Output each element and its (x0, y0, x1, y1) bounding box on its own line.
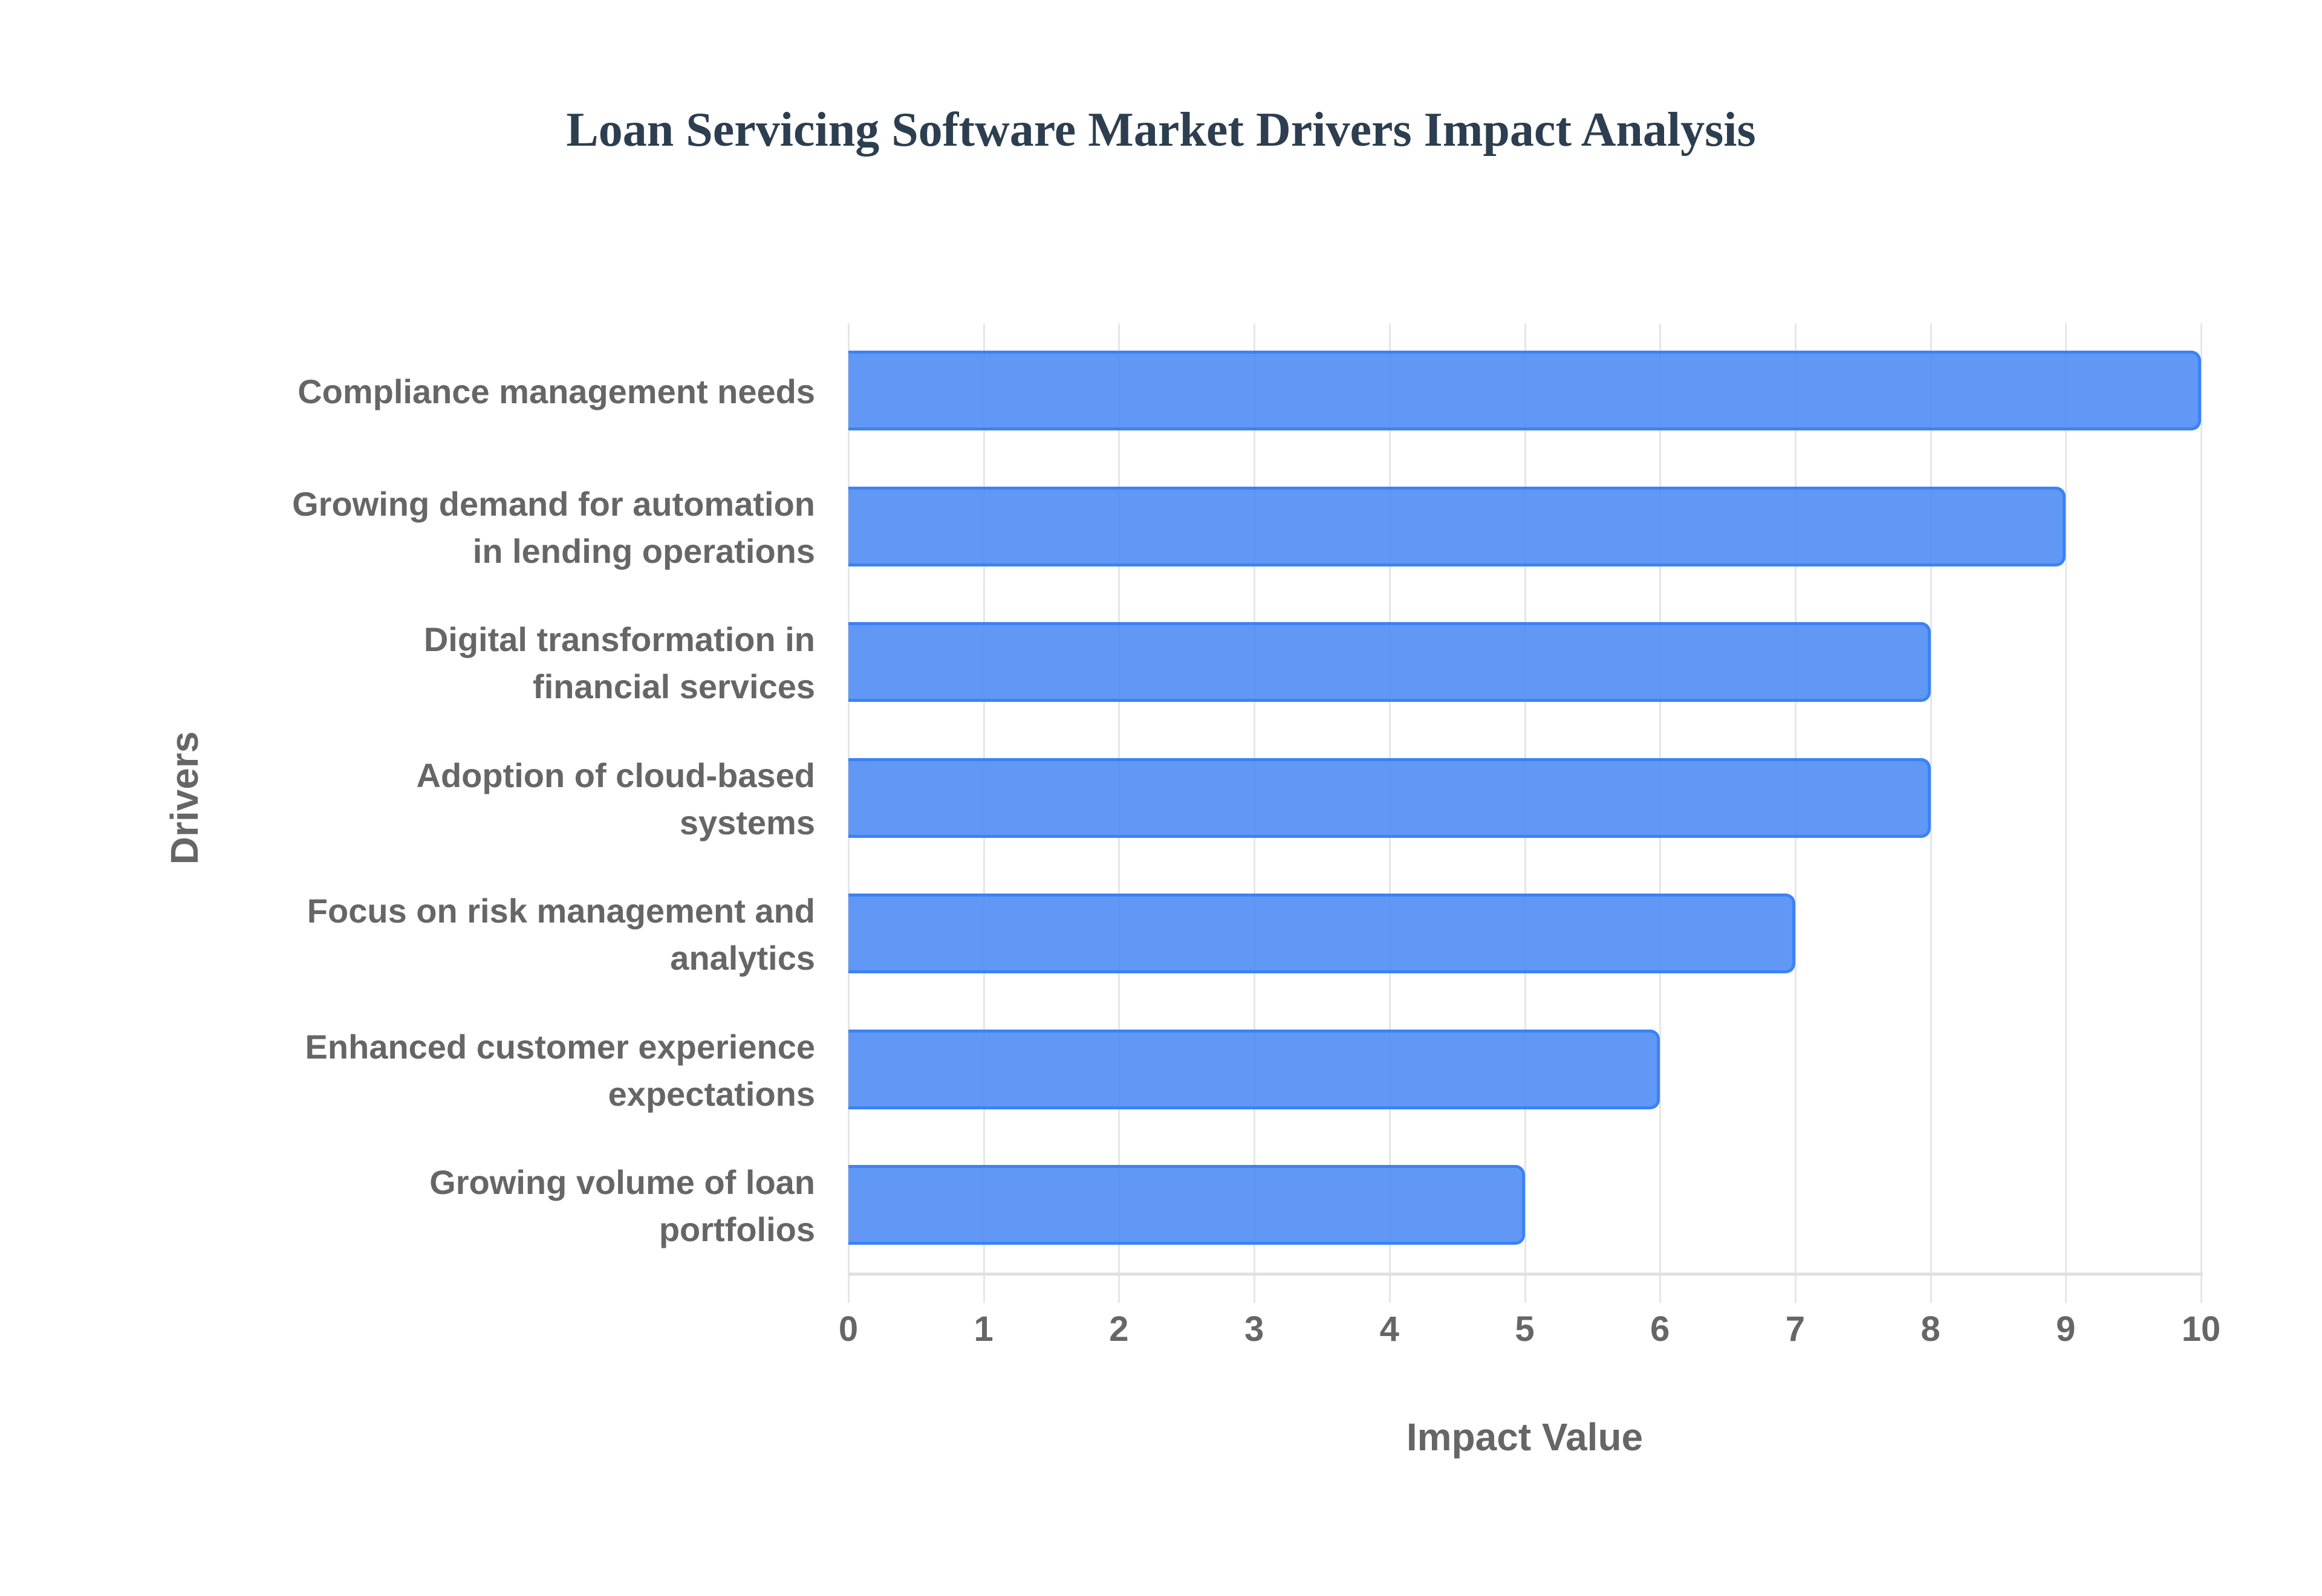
y-axis-label: Growing volume of loan portfolios (210, 1159, 815, 1253)
x-axis-tick-label: 10 (2181, 1309, 2221, 1349)
gridline (2200, 323, 2202, 1303)
x-axis-line (848, 1273, 2203, 1276)
y-axis-label: Adoption of cloud-based systems (210, 752, 815, 846)
y-axis-label: Digital transformation in financial servi… (210, 616, 815, 710)
bar[interactable] (848, 486, 2066, 566)
x-axis-tick-label: 1 (974, 1309, 994, 1349)
y-axis-label: Enhanced customer experience expectations (210, 1023, 815, 1118)
bar[interactable] (848, 894, 1795, 973)
y-axis-label-line: financial services (533, 667, 815, 706)
y-axis-label: Focus on risk management and analytics (210, 887, 815, 982)
gridline (1930, 323, 1932, 1303)
gridline (2065, 323, 2067, 1303)
x-axis-tick-label: 9 (2056, 1309, 2076, 1349)
x-axis-tick-label: 2 (1109, 1309, 1129, 1349)
x-axis-title: Impact Value (1406, 1415, 1644, 1459)
y-axis-label-line: systems (679, 803, 815, 842)
y-axis-label: Growing demand for automation in lending … (210, 481, 815, 575)
y-axis-label: Compliance management needs (210, 368, 815, 415)
y-axis-label-line: Growing demand for automation (292, 484, 815, 523)
chart-title: Loan Servicing Software Market Drivers I… (566, 103, 1756, 157)
y-axis-label-line: in lending operations (472, 531, 815, 570)
y-axis-label-line: expectations (608, 1074, 815, 1113)
bar[interactable] (848, 757, 1931, 838)
y-axis-label-line: analytics (670, 939, 815, 977)
bar[interactable] (848, 351, 2201, 430)
y-axis-label-line: Focus on risk management and (307, 892, 815, 930)
x-axis-tick-label: 4 (1379, 1309, 1399, 1349)
x-axis-tick-label: 8 (1920, 1309, 1940, 1349)
x-axis-tick-label: 0 (838, 1309, 859, 1349)
bar[interactable] (848, 1165, 1525, 1245)
y-axis-label-line: Growing volume of loan (429, 1163, 815, 1201)
y-axis-label-line: Adoption of cloud-based (416, 756, 815, 794)
x-axis-tick-label: 3 (1244, 1309, 1264, 1349)
y-axis-title: Drivers (163, 731, 206, 865)
x-axis-tick-label: 6 (1650, 1309, 1670, 1349)
bar[interactable] (848, 622, 1931, 702)
y-axis-label-line: portfolios (659, 1210, 815, 1248)
y-axis-label-line: Digital transformation in (423, 620, 815, 658)
x-axis-tick-label: 7 (1785, 1309, 1806, 1349)
x-axis-tick-label: 5 (1515, 1309, 1535, 1349)
y-axis-label-line: Enhanced customer experience (305, 1027, 815, 1066)
plot-area (848, 323, 2203, 1303)
bar[interactable] (848, 1029, 1660, 1109)
y-axis-label-line: Compliance management needs (298, 372, 815, 410)
